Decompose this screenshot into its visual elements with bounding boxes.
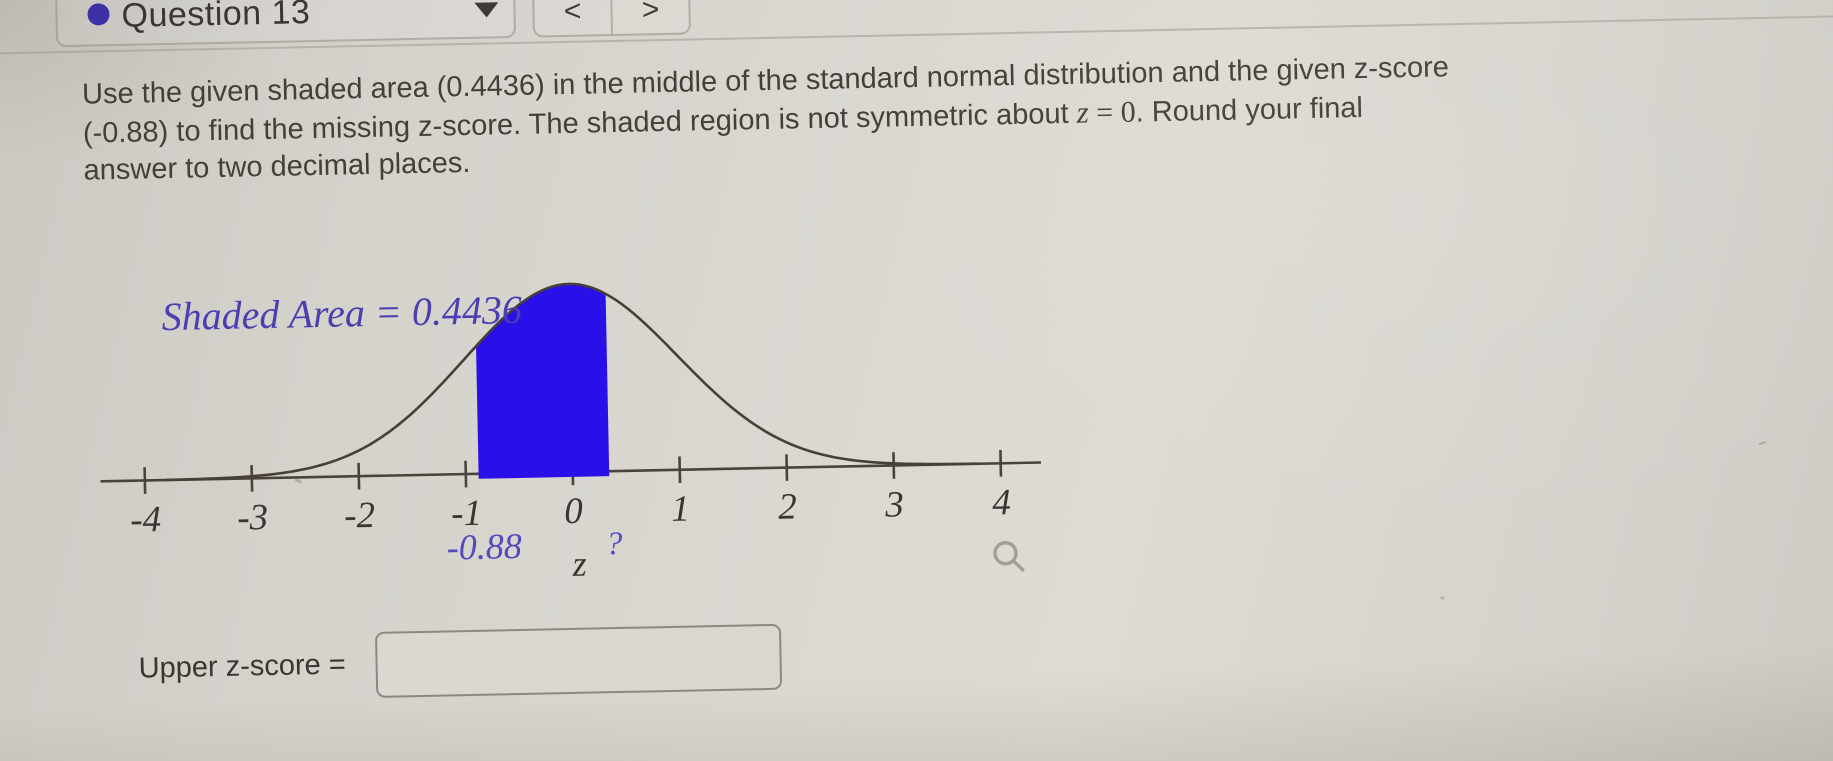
math-z: z	[1076, 94, 1090, 130]
axis-tick-label: 2	[778, 486, 797, 527]
question-nav-group: < >	[531, 0, 692, 38]
upper-z-score-input[interactable]	[374, 623, 783, 698]
question-dropdown-button[interactable]: Question 13	[55, 0, 517, 48]
axis-tick-label: 1	[671, 489, 690, 530]
photo-artifact	[1440, 596, 1445, 600]
question-bullet-icon	[87, 3, 110, 26]
shaded-region	[476, 283, 610, 479]
answer-label: Upper z-score =	[138, 648, 347, 685]
next-question-button[interactable]: >	[610, 0, 692, 37]
magnifier-icon[interactable]	[993, 541, 1025, 572]
axis-tick-label: -2	[344, 495, 376, 537]
previous-question-button[interactable]: <	[531, 0, 613, 38]
axis-tick-label: -3	[237, 497, 269, 539]
axis-tick-label: -4	[130, 499, 162, 541]
axis-tick-label: 0	[564, 491, 584, 532]
normal-curve	[166, 282, 980, 482]
question-label: Question 13	[121, 0, 311, 35]
axis-variable-label: z	[571, 544, 587, 584]
math-equals-zero: = 0	[1088, 95, 1136, 130]
axis-tick-label: -1	[451, 493, 483, 535]
normal-curve-figure: -4 -3 -2 -1 0 1 2 3 4 Shaded Area = 0.4436 -0.88…	[87, 202, 1055, 606]
axis-tick-label: 4	[992, 482, 1011, 523]
normal-curve-svg: -4 -3 -2 -1 0 1 2 3 4 Shaded Area = 0.4436 -0.88…	[100, 282, 1042, 584]
shaded-area-label: Shaded Area = 0.4436	[161, 287, 522, 339]
lower-z-annotation: -0.88	[446, 526, 522, 567]
question-text: Use the given shaded area (0.4436) in th…	[82, 45, 1684, 190]
chevron-down-icon	[474, 2, 499, 18]
axis-tick-label: 3	[884, 484, 904, 525]
photo-artifact	[1758, 440, 1767, 446]
unknown-z-marker: ?	[606, 526, 624, 562]
